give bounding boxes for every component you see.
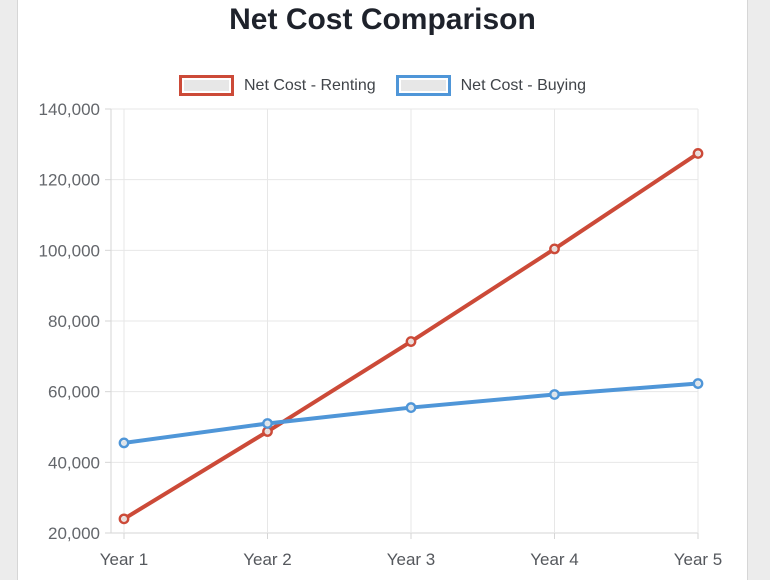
data-point-net-cost-buying-year-3[interactable] — [405, 402, 417, 413]
x-tick-label: Year 3 — [387, 550, 436, 569]
y-tick-label: 20,000 — [48, 524, 100, 543]
legend-label: Net Cost - Renting — [244, 76, 376, 94]
data-point-net-cost-renting-year-5[interactable] — [692, 148, 704, 159]
x-tick-label: Year 2 — [243, 550, 292, 569]
x-tick-label: Year 1 — [100, 550, 149, 569]
y-tick-label: 40,000 — [48, 453, 100, 472]
chart-legend: Net Cost - Renting Net Cost - Buying — [18, 75, 747, 96]
data-point-net-cost-buying-year-2[interactable] — [262, 418, 273, 429]
x-tick-label: Year 5 — [674, 550, 723, 569]
chart-title: Net Cost Comparison — [229, 3, 536, 36]
data-point-net-cost-buying-year-5[interactable] — [692, 378, 704, 389]
legend-swatch-net-cost-buying — [395, 75, 451, 96]
legend-label: Net Cost - Buying — [460, 76, 586, 94]
y-tick-label: 120,000 — [39, 171, 100, 190]
data-point-net-cost-buying-year-1[interactable] — [118, 437, 130, 449]
legend-swatch-net-cost-renting — [179, 75, 234, 96]
legend-item-net-cost-renting[interactable]: Net Cost - Renting — [179, 75, 376, 96]
data-point-net-cost-buying-year-4[interactable] — [549, 389, 560, 400]
legend-item-net-cost-buying[interactable]: Net Cost - Buying — [395, 75, 586, 96]
chart-card: Net Cost Comparison Net Cost - Renting Ne… — [17, 0, 748, 580]
chart-canvas[interactable]: 20,000 40,000 60,000 80,000 100,000 120,000 14… — [18, 0, 749, 580]
x-tick-label: Year 4 — [530, 550, 579, 569]
y-tick-label: 80,000 — [48, 312, 100, 331]
y-tick-label: 60,000 — [48, 383, 100, 402]
y-tick-label: 100,000 — [39, 241, 100, 260]
data-point-net-cost-renting-year-1[interactable] — [118, 513, 130, 525]
data-point-net-cost-renting-year-3[interactable] — [405, 336, 417, 347]
data-point-net-cost-renting-year-4[interactable] — [549, 243, 560, 255]
y-tick-label: 140,000 — [39, 100, 100, 119]
